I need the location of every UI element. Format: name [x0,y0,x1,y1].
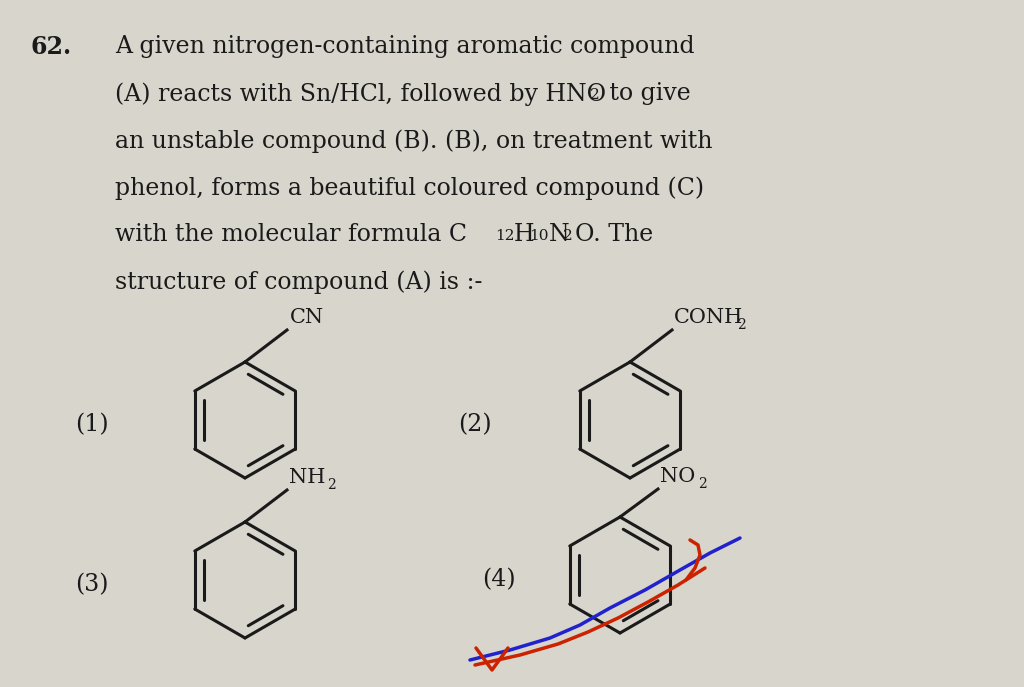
Text: to give: to give [602,82,691,105]
Text: 2: 2 [698,477,707,491]
Text: CONH: CONH [674,308,743,327]
Text: with the molecular formula C: with the molecular formula C [115,223,467,246]
Text: 2: 2 [737,318,745,332]
Text: (3): (3) [75,574,109,596]
Text: an unstable compound (B). (B), on treatment with: an unstable compound (B). (B), on treatm… [115,129,713,153]
Text: phenol, forms a beautiful coloured compound (C): phenol, forms a beautiful coloured compo… [115,176,705,199]
Text: 12: 12 [495,229,514,243]
Text: N: N [549,223,569,246]
Text: 2: 2 [327,478,336,492]
Text: structure of compound (A) is :-: structure of compound (A) is :- [115,270,482,293]
Text: H: H [514,223,535,246]
Text: CN: CN [290,308,325,327]
Text: (1): (1) [75,414,109,436]
Text: 62.: 62. [30,35,71,59]
Text: NO: NO [660,467,695,486]
Text: (4): (4) [482,569,516,592]
Text: 2: 2 [590,88,600,102]
Text: O. The: O. The [575,223,653,246]
Text: (A) reacts with Sn/HCl, followed by HNO: (A) reacts with Sn/HCl, followed by HNO [115,82,606,106]
Text: 10: 10 [529,229,549,243]
Text: (2): (2) [458,414,492,436]
Text: NH: NH [289,468,326,487]
Text: 2: 2 [563,229,572,243]
Text: A given nitrogen-containing aromatic compound: A given nitrogen-containing aromatic com… [115,35,694,58]
